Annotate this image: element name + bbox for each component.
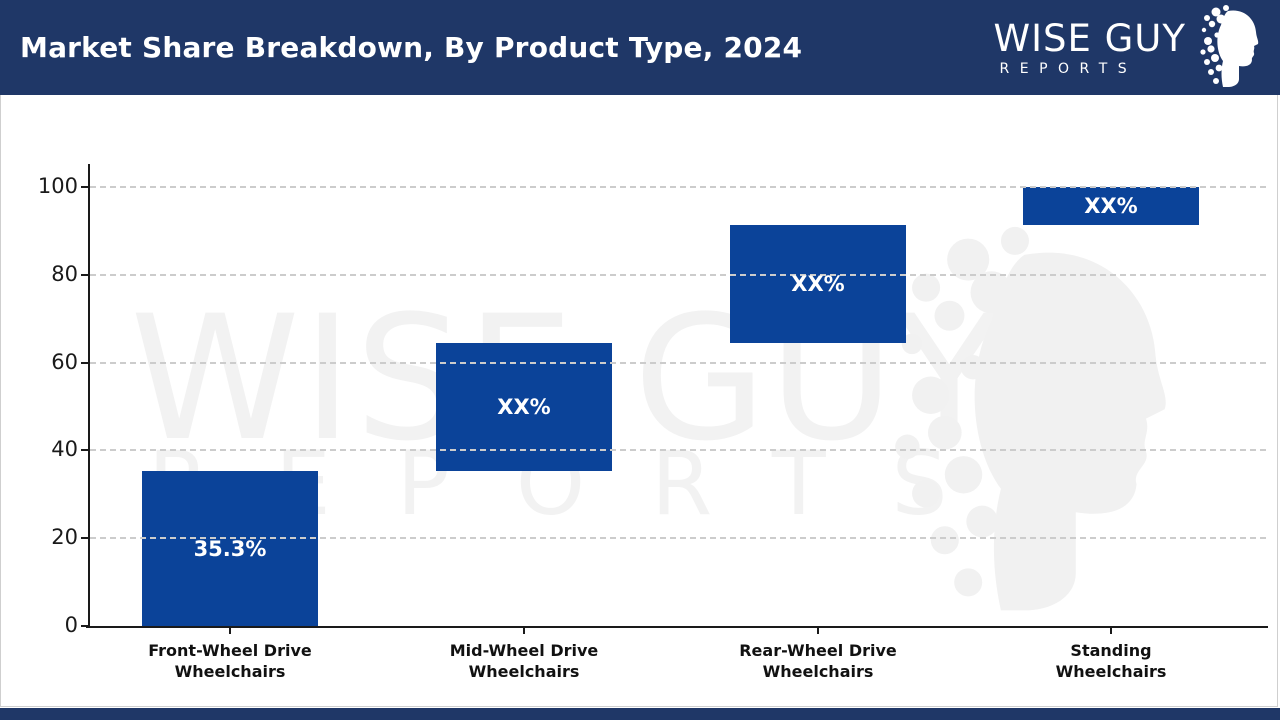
brand-logo: WISE GUY REPORTS — [994, 4, 1268, 92]
x-tick — [229, 627, 231, 634]
y-tick — [81, 625, 90, 627]
category-label: Standing Wheelchairs — [1055, 641, 1167, 681]
y-tick — [81, 186, 90, 188]
watermark-head-icon — [895, 226, 1166, 611]
x-tick — [1110, 627, 1112, 634]
y-tick — [81, 449, 90, 452]
category-label: Front-Wheel Drive Wheelchairs — [148, 641, 312, 681]
category-label: Mid-Wheel Drive Wheelchairs — [449, 641, 599, 681]
y-tick-label: 100 — [37, 174, 78, 198]
y-tick — [81, 361, 90, 364]
bar-value-label: XX% — [791, 272, 845, 296]
bar-value-label: XX% — [1084, 194, 1138, 219]
bar-value-label: XX% — [497, 394, 551, 419]
bar-segment — [1023, 187, 1199, 226]
bar-value-label: 35.3% — [193, 536, 267, 561]
x-axis-line — [86, 626, 1268, 628]
y-tick-label: 0 — [64, 613, 78, 637]
page-title: Market Share Breakdown, By Product Type,… — [20, 31, 803, 64]
y-tick — [81, 537, 90, 540]
gridline — [90, 273, 1266, 276]
brand-subtitle: REPORTS — [999, 60, 1138, 77]
gridline — [90, 186, 1266, 188]
y-axis-line — [88, 164, 90, 628]
gridline — [90, 537, 1266, 540]
gridline — [90, 361, 1266, 364]
x-tick — [817, 627, 819, 634]
category-label: Rear-Wheel Drive Wheelchairs — [739, 641, 897, 681]
x-tick — [523, 627, 525, 634]
bar-segment — [730, 225, 906, 343]
y-tick-label: 40 — [51, 437, 78, 462]
header-bar: Market Share Breakdown, By Product Type,… — [0, 0, 1280, 95]
y-tick-label: 80 — [51, 261, 78, 286]
head-profile-icon — [1200, 5, 1259, 87]
y-tick — [81, 273, 90, 276]
y-tick-label: 20 — [51, 525, 78, 550]
brand-name: WISE GUY — [993, 16, 1186, 60]
gridline — [90, 449, 1266, 452]
bar-segment — [142, 471, 318, 626]
y-tick-label: 60 — [51, 349, 78, 374]
footer-bar — [0, 708, 1280, 720]
